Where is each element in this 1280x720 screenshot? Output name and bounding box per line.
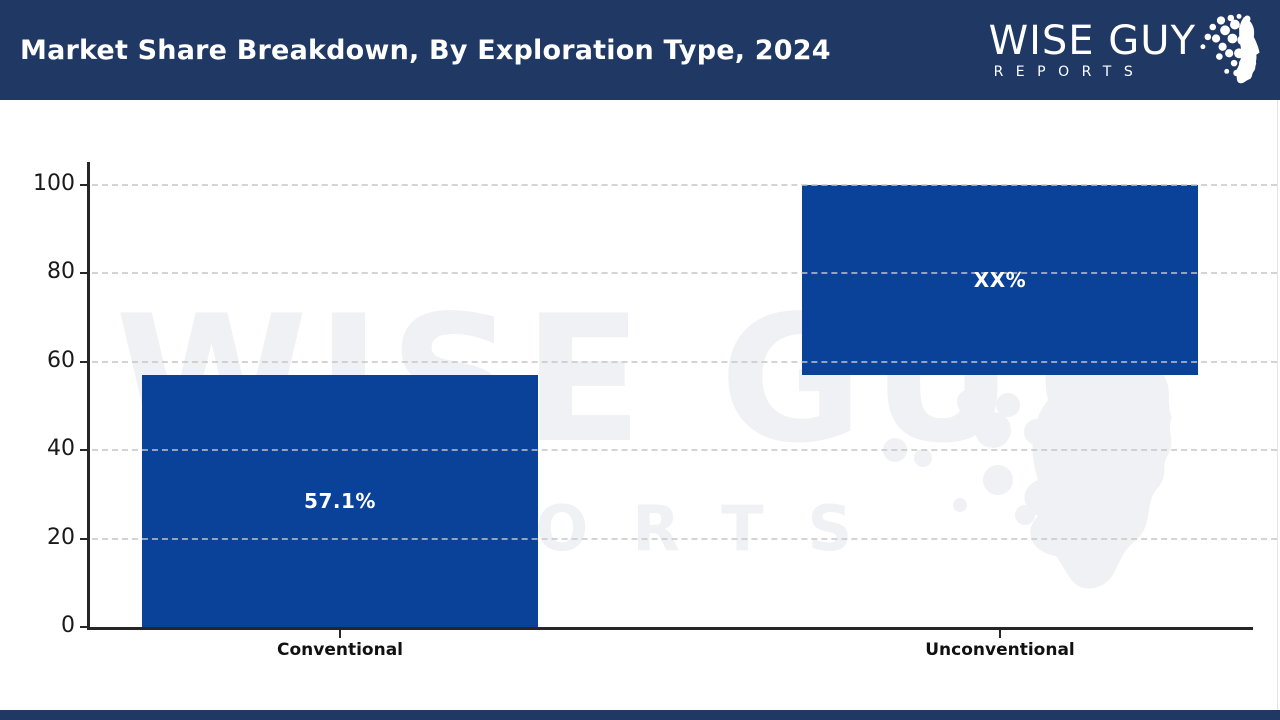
bar-value-label-conventional: 57.1% bbox=[304, 488, 376, 513]
y-tick-40 bbox=[80, 449, 89, 452]
x-tick-1 bbox=[999, 630, 1001, 638]
gridline-80 bbox=[92, 272, 1277, 275]
y-tick-0 bbox=[80, 626, 89, 628]
category-label-conventional: Conventional bbox=[276, 640, 403, 660]
gridline-40 bbox=[92, 449, 1277, 452]
logo-wordmark: WISE GUY bbox=[988, 17, 1196, 64]
y-tick-80 bbox=[80, 272, 89, 275]
y-tick-label-60: 60 bbox=[47, 347, 75, 373]
logo-face-icon bbox=[1200, 13, 1260, 84]
y-axis-line bbox=[87, 162, 90, 630]
plot-right-border bbox=[1277, 100, 1278, 710]
y-tick-100 bbox=[80, 184, 89, 186]
bar-value-label-unconventional: XX% bbox=[973, 267, 1027, 292]
y-tick-label-0: 0 bbox=[61, 613, 75, 638]
logo-subtext: REPORTS bbox=[993, 63, 1146, 80]
bar-unconventional: XX% bbox=[802, 185, 1198, 375]
y-tick-60 bbox=[80, 360, 89, 363]
y-tick-20 bbox=[80, 537, 89, 540]
category-label-unconventional: Unconventional bbox=[925, 640, 1075, 660]
x-axis-line bbox=[87, 627, 1253, 630]
y-tick-label-40: 40 bbox=[47, 436, 75, 462]
x-tick-0 bbox=[339, 630, 341, 638]
y-tick-label-100: 100 bbox=[33, 171, 75, 196]
footer-bar bbox=[0, 710, 1280, 720]
gridline-100 bbox=[92, 184, 1277, 186]
bar-conventional: 57.1% bbox=[142, 374, 538, 627]
gridline-60 bbox=[92, 360, 1277, 363]
logo-text: WISE GUY REPORTS bbox=[989, 21, 1196, 80]
gridline-20 bbox=[92, 537, 1277, 540]
y-tick-label-20: 20 bbox=[47, 524, 75, 550]
chart-title: Market Share Breakdown, By Exploration T… bbox=[20, 34, 831, 66]
brand-logo: WISE GUY REPORTS bbox=[989, 10, 1262, 90]
header: Market Share Breakdown, By Exploration T… bbox=[0, 0, 1280, 100]
y-tick-label-80: 80 bbox=[47, 259, 75, 285]
